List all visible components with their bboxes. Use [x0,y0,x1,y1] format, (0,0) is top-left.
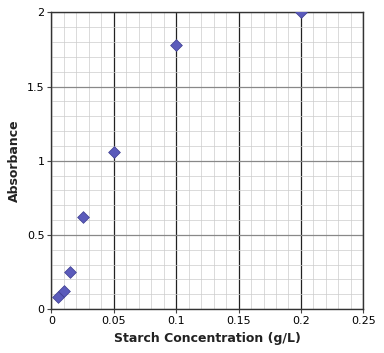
Point [67,269,73,275]
X-axis label: Starch Concentration (g/L): Starch Concentration (g/L) [114,332,301,345]
Point [111,149,117,155]
Point [79,214,86,220]
Point [173,42,179,48]
Point [61,288,67,294]
Y-axis label: Absorbance: Absorbance [8,119,22,202]
Point [298,10,304,15]
Point [55,294,61,300]
